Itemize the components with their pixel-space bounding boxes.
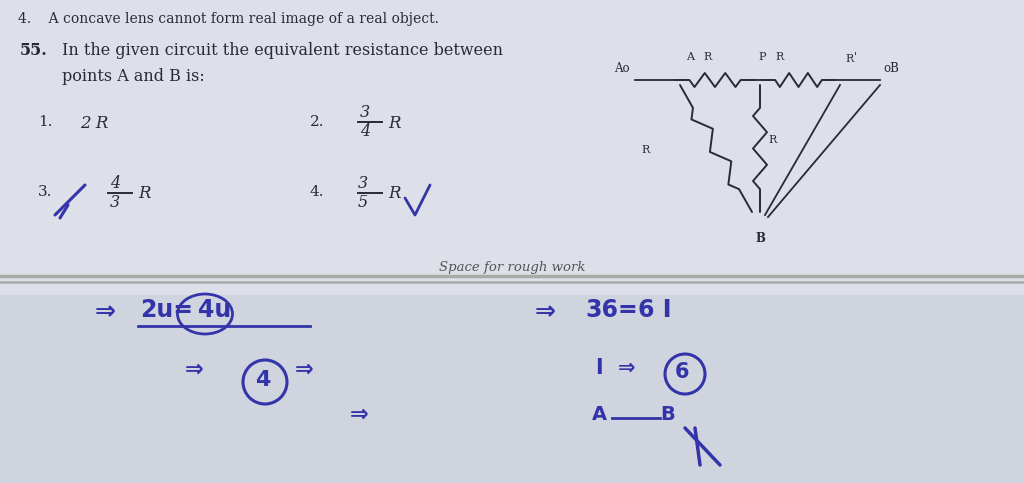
Text: 3: 3 (358, 175, 368, 192)
Text: ⇒: ⇒ (295, 360, 313, 380)
Text: R: R (776, 52, 784, 62)
Text: I: I (595, 358, 603, 378)
Text: ⇒: ⇒ (95, 300, 116, 324)
Text: 1.: 1. (38, 115, 52, 129)
Text: 55.: 55. (20, 42, 48, 59)
Text: ⇒: ⇒ (618, 358, 636, 378)
Text: points A and B is:: points A and B is: (62, 68, 205, 85)
Text: 3: 3 (360, 104, 370, 121)
Text: 6: 6 (675, 362, 689, 382)
Text: 3: 3 (110, 194, 120, 211)
Text: Space for rough work: Space for rough work (439, 261, 585, 274)
Text: 4: 4 (110, 175, 120, 192)
Text: =: = (618, 298, 638, 322)
Text: 2 R: 2 R (80, 115, 109, 132)
Bar (0, 0, 1024, 295)
Text: R: R (845, 54, 853, 64)
Text: 36: 36 (585, 298, 618, 322)
Bar (0, 295, 1024, 483)
Text: ': ' (854, 52, 857, 62)
Text: 2.: 2. (310, 115, 325, 129)
Text: 5: 5 (358, 194, 368, 211)
Text: oB: oB (883, 62, 899, 75)
Text: In the given circuit the equivalent resistance between: In the given circuit the equivalent resi… (62, 42, 503, 59)
Text: ⇒: ⇒ (350, 405, 369, 425)
Text: B: B (660, 405, 675, 424)
Text: 6 I: 6 I (638, 298, 672, 322)
Text: 4: 4 (255, 370, 270, 390)
Text: 4u: 4u (198, 298, 231, 322)
Text: ⇒: ⇒ (535, 300, 556, 324)
Text: R: R (703, 52, 712, 62)
Text: 4.    A concave lens cannot form real image of a real object.: 4. A concave lens cannot form real image… (18, 12, 439, 26)
Text: R: R (138, 185, 151, 202)
Text: B: B (755, 232, 765, 245)
Text: P: P (758, 52, 766, 62)
Text: R: R (642, 145, 650, 155)
Text: 4: 4 (360, 123, 370, 140)
Text: R: R (388, 115, 400, 132)
Text: Ao: Ao (614, 62, 630, 75)
Text: 4.: 4. (310, 185, 325, 199)
Text: ⇒: ⇒ (185, 360, 204, 380)
Text: R: R (388, 185, 400, 202)
Text: A: A (592, 405, 607, 424)
Text: R: R (768, 135, 776, 145)
Text: 3.: 3. (38, 185, 52, 199)
Text: 2u=: 2u= (140, 298, 193, 322)
Text: A: A (686, 52, 694, 62)
